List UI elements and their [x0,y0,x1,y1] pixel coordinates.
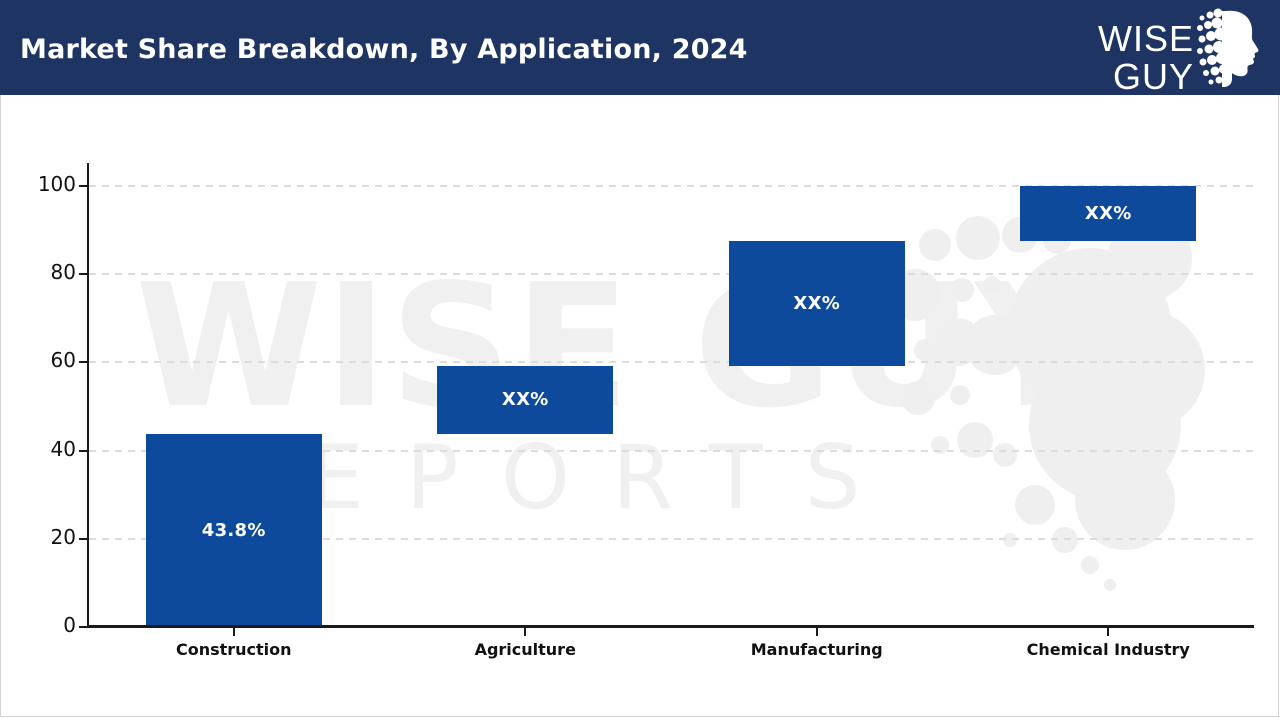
gridline-80 [89,273,1253,276]
y-tick-80 [79,273,87,276]
y-tick-label-40: 40 [50,436,76,461]
y-tick-20 [79,537,87,540]
gridline-60 [89,361,1253,364]
wiseguy-logo: WISE GUY REPORTS [1016,4,1266,116]
gridline-20 [89,537,1253,540]
bar-label-agriculture: XX% [501,389,549,411]
logo-wordmark: WISE GUY [1097,18,1194,97]
header-bar: Market Share Breakdown, By Application, … [0,0,1280,116]
logo-subtext: REPORTS [1063,100,1204,116]
x-label-manufacturing: Manufacturing [750,640,883,659]
y-tick-label-20: 20 [50,524,76,549]
x-tick-manufacturing [815,628,818,636]
page-border-right [1278,95,1279,717]
wiseguy-head-icon [1197,8,1259,88]
plot-area: 0 20 40 60 80 100 43.8% Construction XX% Agricult… [0,95,1280,720]
page-border-left [0,95,1,717]
y-tick-40 [79,449,87,452]
bar-manufacturing: XX% [728,241,905,366]
x-axis-line [87,625,1254,628]
logo-text: WISE GUY REPORTS [1016,18,1194,117]
y-tick-0 [79,626,87,628]
y-axis-line [87,163,89,625]
bar-label-construction: 43.8% [201,519,266,541]
bar-chemical-industry: XX% [1020,186,1197,242]
chart-title: Market Share Breakdown, By Application, … [20,34,748,65]
y-tick-100 [79,185,87,187]
x-tick-agriculture [524,628,527,636]
bar-label-chemical-industry: XX% [1084,203,1132,225]
x-tick-chemical-industry [1107,628,1110,636]
page-border-bottom [0,716,1280,717]
x-label-chemical-industry: Chemical Industry [1026,640,1190,659]
x-label-construction: Construction [175,640,292,659]
gridline-100 [89,185,1253,187]
bar-label-manufacturing: XX% [793,293,841,315]
gridline-40 [89,449,1253,452]
x-label-agriculture: Agriculture [474,640,576,659]
y-tick-60 [79,361,87,364]
y-tick-label-0: 0 [63,613,76,637]
x-tick-construction [232,628,235,636]
bar-construction: 43.8% [145,433,322,627]
bar-agriculture: XX% [437,365,614,434]
y-tick-label-60: 60 [50,348,76,373]
y-tick-label-80: 80 [50,260,76,285]
y-tick-label-100: 100 [37,172,76,196]
